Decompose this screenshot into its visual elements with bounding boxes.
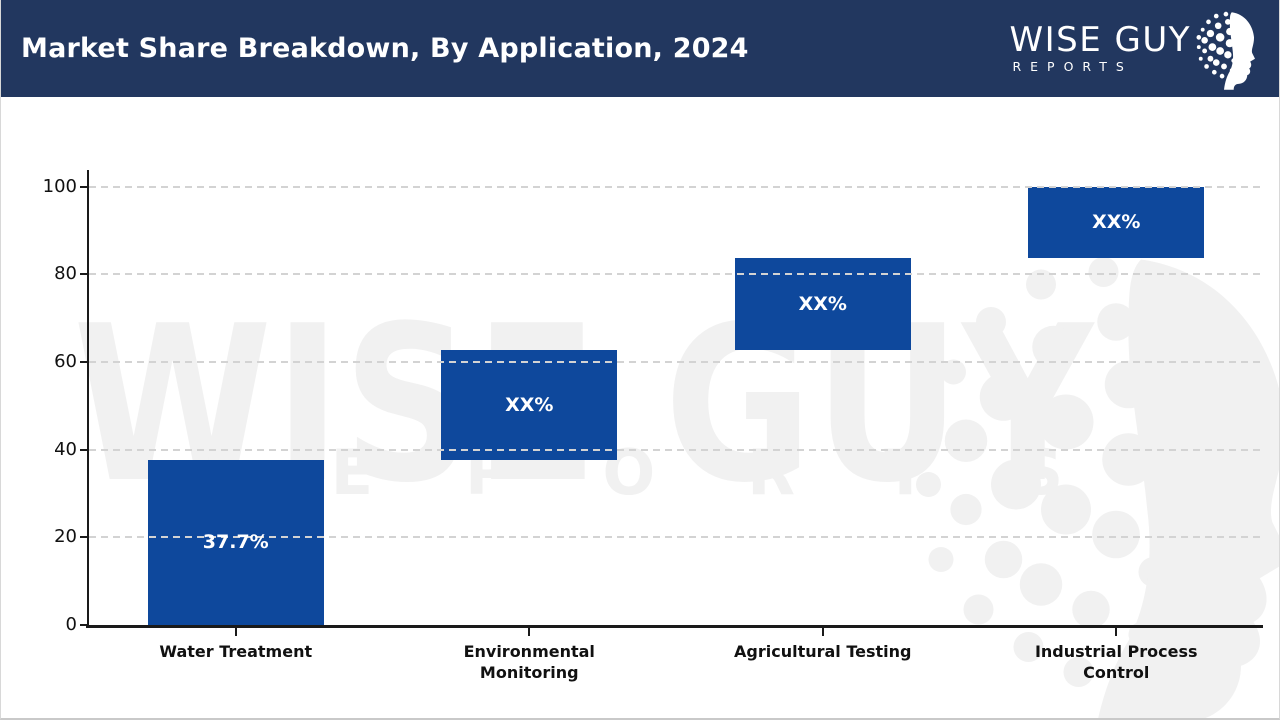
logo-subtitle: REPORTS [1012,59,1133,75]
bar-value-label: 37.7% [202,531,269,554]
y-tick-label: 40 [54,438,77,460]
x-axis-line [86,625,1263,628]
x-category-label: Water Treatment [159,642,313,661]
y-tick-label: 60 [54,350,77,372]
y-tick-label: 20 [54,526,77,548]
x-category-label: Agricultural Testing [734,642,912,661]
header: Market Share Breakdown, By Application, … [1,0,1279,97]
wiseguy-logo: WISE GUY REPORTS [1009,7,1255,91]
y-tick-label: 0 [65,614,77,635]
y-tick-label: 80 [54,263,77,285]
x-category-label: Environmental Monitoring [463,642,595,682]
bar-agricultural-testing [734,257,911,350]
plot: 0 20 40 60 80 100 37.7% Water Treatment XX% Envir… [1,97,1279,718]
bar-water-treatment [147,459,324,625]
y-tick-20 [80,536,88,539]
page-title: Market Share Breakdown, By Application, … [21,33,749,64]
y-tick-60 [80,360,88,363]
bar-value-label: XX% [505,393,554,416]
gridline-40 [89,448,1263,451]
gridline-20 [89,536,1263,539]
bar-environmental-monitoring [441,349,618,460]
y-tick-80 [80,273,88,276]
x-tick [1115,628,1118,636]
y-tick-40 [80,448,88,451]
y-axis-line [87,170,89,628]
logo-wordmark: WISE GUY [1009,20,1191,61]
x-tick [821,628,824,636]
wiseguy-face-icon [1196,11,1255,90]
chart-area: WISE GUY REPORTS 0 20 40 60 80 100 37. [1,97,1279,718]
y-tick-label: 100 [42,175,77,197]
logo-text: WISE GUY REPORTS [1009,23,1191,74]
y-tick-0 [80,624,88,626]
gridline-100 [89,185,1263,188]
x-category-label: Industrial Process Control [1034,642,1198,682]
x-tick [234,628,237,636]
y-tick-100 [80,185,88,188]
gridline-80 [89,273,1263,276]
x-tick [528,628,531,636]
bar-value-label: XX% [1092,211,1141,234]
bar-value-label: XX% [798,292,847,315]
gridline-60 [89,360,1263,363]
bar-industrial-process-control [1028,186,1205,258]
